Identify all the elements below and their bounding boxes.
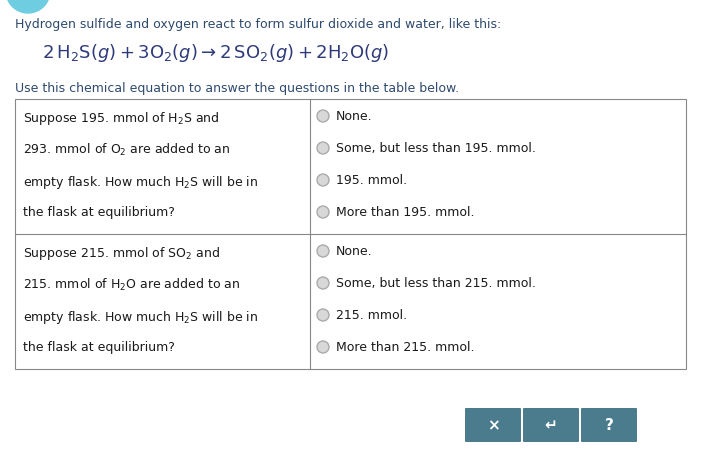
Circle shape bbox=[317, 207, 329, 218]
FancyBboxPatch shape bbox=[581, 408, 637, 442]
Text: Suppose 195. mmol of H$_2$S and: Suppose 195. mmol of H$_2$S and bbox=[23, 110, 219, 127]
Text: empty flask. How much H$_2$S will be in: empty flask. How much H$_2$S will be in bbox=[23, 308, 259, 325]
FancyBboxPatch shape bbox=[523, 408, 579, 442]
Text: Some, but less than 195. mmol.: Some, but less than 195. mmol. bbox=[336, 142, 536, 155]
Text: the flask at equilibrium?: the flask at equilibrium? bbox=[23, 206, 175, 218]
Text: $2\,\mathrm{H_2S(}$$\mathit{g}$$\mathrm{)+3O_2(}$$\mathit{g}$$\mathrm{)\rightarr: $2\,\mathrm{H_2S(}$$\mathit{g}$$\mathrm{… bbox=[42, 42, 390, 64]
Circle shape bbox=[317, 143, 329, 155]
Text: ↵: ↵ bbox=[545, 418, 557, 432]
Text: None.: None. bbox=[336, 245, 373, 257]
Text: More than 215. mmol.: More than 215. mmol. bbox=[336, 340, 475, 353]
Text: Suppose 215. mmol of SO$_2$ and: Suppose 215. mmol of SO$_2$ and bbox=[23, 245, 220, 262]
Circle shape bbox=[317, 277, 329, 289]
Circle shape bbox=[317, 174, 329, 187]
Circle shape bbox=[317, 246, 329, 257]
Circle shape bbox=[317, 111, 329, 123]
Text: Hydrogen sulfide and oxygen react to form sulfur dioxide and water, like this:: Hydrogen sulfide and oxygen react to for… bbox=[15, 18, 501, 31]
Text: the flask at equilibrium?: the flask at equilibrium? bbox=[23, 340, 175, 353]
Text: 215. mmol of H$_2$O are added to an: 215. mmol of H$_2$O are added to an bbox=[23, 276, 240, 292]
Text: ?: ? bbox=[604, 418, 613, 432]
Text: 195. mmol.: 195. mmol. bbox=[336, 174, 407, 187]
Text: Use this chemical equation to answer the questions in the table below.: Use this chemical equation to answer the… bbox=[15, 82, 459, 95]
Text: Some, but less than 215. mmol.: Some, but less than 215. mmol. bbox=[336, 276, 536, 289]
Text: 215. mmol.: 215. mmol. bbox=[336, 308, 407, 321]
FancyBboxPatch shape bbox=[465, 408, 521, 442]
Text: None.: None. bbox=[336, 110, 373, 123]
Text: More than 195. mmol.: More than 195. mmol. bbox=[336, 206, 475, 218]
Circle shape bbox=[317, 309, 329, 321]
Circle shape bbox=[317, 341, 329, 353]
Text: ×: × bbox=[486, 418, 499, 432]
Text: 293. mmol of O$_2$ are added to an: 293. mmol of O$_2$ are added to an bbox=[23, 142, 231, 158]
Text: empty flask. How much H$_2$S will be in: empty flask. How much H$_2$S will be in bbox=[23, 174, 259, 190]
Circle shape bbox=[6, 0, 50, 14]
